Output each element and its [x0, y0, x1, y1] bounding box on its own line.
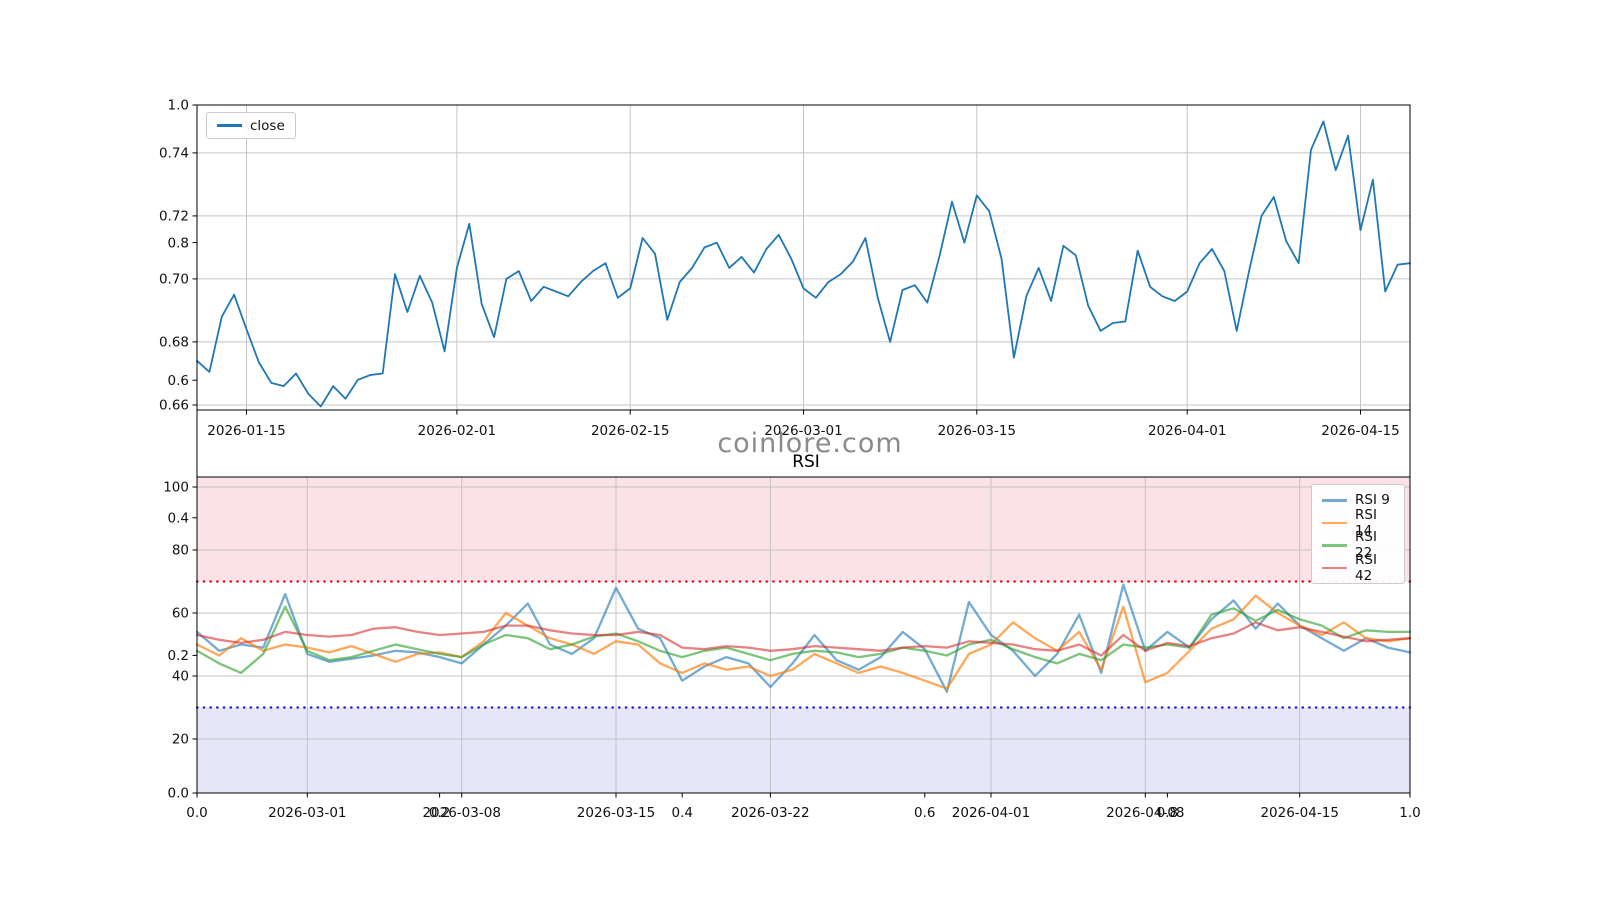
- rsi-22-line: [195, 605, 1412, 675]
- rsi-x-tick-label: 2026-04-15: [1260, 805, 1338, 821]
- rsi-42-line-swatch: [1322, 566, 1347, 569]
- normalized-x-tick-label: 0.4: [671, 805, 692, 821]
- legend-row-close: close: [207, 114, 295, 137]
- rsi-x-tick-label: 2026-04-08: [1106, 805, 1184, 821]
- price-y-tick-label: 0.68: [159, 335, 189, 351]
- rsi-42-line: [195, 621, 1412, 657]
- legend-row-rsi-42: RSI 42: [1312, 552, 1404, 584]
- normalized-x-tick-label: 1.0: [1399, 805, 1420, 821]
- rsi-grid: [197, 477, 1410, 793]
- price-y-tick-label: 0.66: [159, 398, 189, 414]
- price-grid: [197, 105, 1410, 410]
- rsi-9-line: [195, 583, 1412, 693]
- normalized-x-tick-label: 0.8: [1157, 805, 1178, 821]
- price-x-tick-label: 2026-02-01: [418, 423, 496, 439]
- price-x-tick-label: 2026-04-01: [1148, 423, 1226, 439]
- price-y-tick-label: 0.70: [159, 272, 189, 288]
- price-legend: close: [206, 112, 296, 139]
- legend-label-rsi-14: RSI 14: [1355, 506, 1377, 539]
- normalized-x-tick-label: 0.6: [914, 805, 935, 821]
- normalized-y-tick-label: 0.8: [168, 235, 189, 251]
- normalized-y-tick-label: 0.2: [168, 648, 189, 664]
- legend-label-rsi-9: RSI 9: [1355, 492, 1390, 509]
- legend-label-rsi-42: RSI 42: [1355, 551, 1377, 584]
- rsi-22-line-swatch: [1322, 544, 1347, 547]
- rsi-x-tick-label: 2026-03-01: [268, 805, 346, 821]
- rsi-x-tick-label: 2026-04-01: [952, 805, 1030, 821]
- rsi-chart-title: RSI: [792, 452, 820, 472]
- price-x-tick-label: 2026-03-01: [764, 423, 842, 439]
- close-line: [196, 120, 1411, 408]
- normalized-y-tick-label: 0.4: [168, 511, 189, 527]
- rsi-x-tick-label: 2026-03-15: [577, 805, 655, 821]
- price-y-tick-label: 0.72: [159, 209, 189, 225]
- watermark: coinlore.com: [717, 428, 903, 459]
- price-x-tick-label: 2026-03-15: [938, 423, 1016, 439]
- rsi-x-tick-label: 2026-03-08: [422, 805, 500, 821]
- legend-label-rsi-22: RSI 22: [1355, 529, 1377, 562]
- price-x-tick-label: 2026-04-15: [1321, 423, 1399, 439]
- rsi-y-tick-label: 40: [172, 669, 189, 685]
- price-x-tick-label: 2026-02-15: [591, 423, 669, 439]
- price-x-tick-label: 2026-01-15: [207, 423, 285, 439]
- normalized-y-tick-label: 0.0: [168, 786, 189, 802]
- rsi-axes-box: [196, 476, 1411, 794]
- rsi-14-line: [195, 594, 1412, 690]
- rsi-y-tick-label: 20: [172, 732, 189, 748]
- rsi-9-line-swatch: [1322, 499, 1347, 502]
- price-y-tick-label: 0.74: [159, 146, 189, 162]
- rsi-legend: RSI 9 RSI 14 RSI 22 RSI 42: [1311, 484, 1405, 584]
- rsi-x-tick-label: 2026-03-22: [731, 805, 809, 821]
- legend-row-rsi-9: RSI 9: [1312, 489, 1404, 512]
- rsi-y-tick-label: 80: [172, 543, 189, 559]
- normalized-y-tick-label: 0.6: [168, 373, 189, 389]
- rsi-oversold-band: [197, 707, 1410, 793]
- rsi-overbought-band: [197, 477, 1410, 582]
- normalized-x-tick-label: 0.2: [429, 805, 450, 821]
- rsi-y-tick-label: 100: [163, 480, 189, 496]
- rsi-y-tick-label: 60: [172, 606, 189, 622]
- legend-label-close: close: [250, 117, 285, 134]
- legend-row-rsi-22: RSI 22: [1312, 529, 1404, 561]
- normalized-y-tick-label: 1.0: [168, 98, 189, 114]
- close-line-swatch: [217, 124, 242, 127]
- legend-row-rsi-14: RSI 14: [1312, 507, 1404, 539]
- rsi-14-line-swatch: [1322, 521, 1347, 524]
- normalized-x-tick-label: 0.0: [186, 805, 207, 821]
